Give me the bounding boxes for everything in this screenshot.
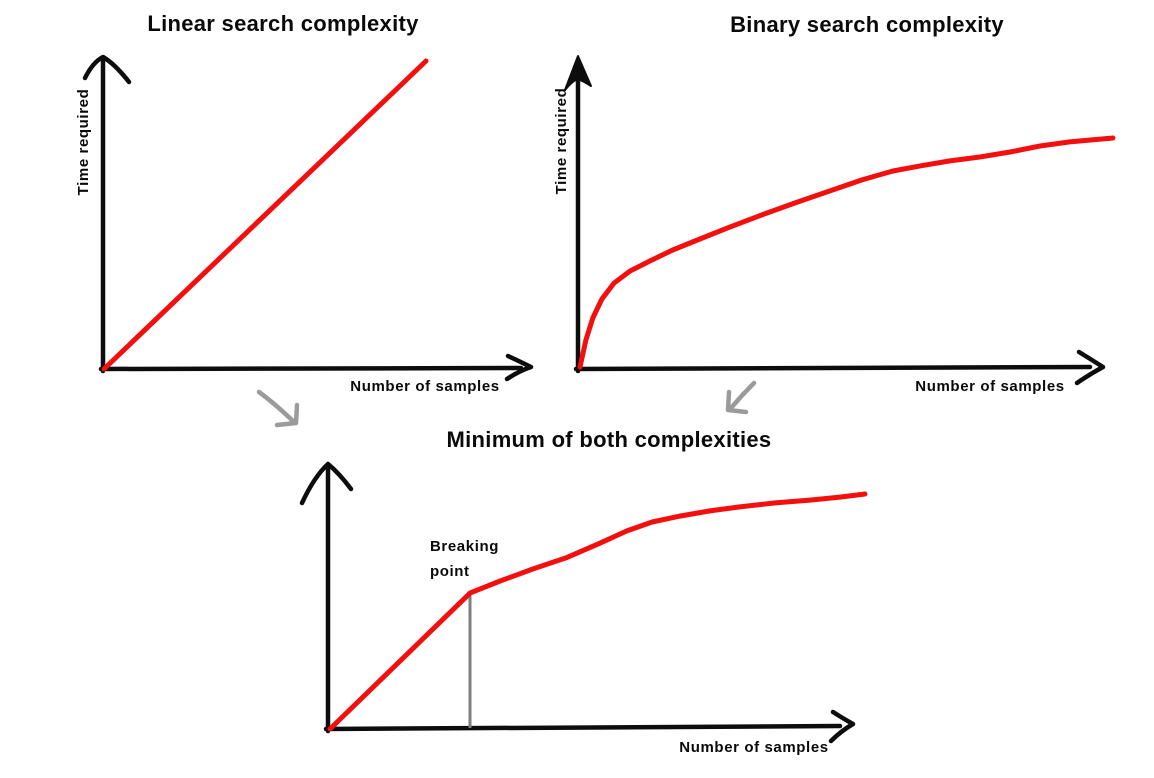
y-axis-label: Time required [553, 88, 570, 195]
linear-time-curve [101, 58, 429, 372]
x-axis-label: Number of samples [915, 378, 1064, 395]
down-left-arrowhead-icon [725, 389, 749, 415]
down-right-arrow-icon [256, 389, 296, 424]
down-right-arrowhead-icon [274, 402, 300, 428]
binary-time-curve [577, 135, 1116, 370]
breaking-point-label-line1: Breaking [430, 538, 499, 555]
y-axis-label: Time required [75, 89, 92, 196]
x-axis-arrow-icon [828, 709, 856, 744]
x-axis-label: Number of samples [679, 739, 828, 756]
x-axis [98, 365, 524, 372]
binary-search-chart: Binary search complexity Number of sampl… [553, 12, 1116, 395]
y-axis-arrow-icon [299, 461, 354, 506]
y-axis-arrow-icon [564, 55, 592, 91]
x-axis-arrow-icon [504, 353, 534, 382]
connector-arrows [256, 380, 757, 428]
chart-title: Minimum of both complexities [447, 427, 772, 452]
x-axis-arrow-icon [1074, 349, 1106, 386]
x-axis-label: Number of samples [350, 378, 499, 395]
down-left-arrow-icon [728, 380, 757, 411]
y-axis-arrow-icon [82, 54, 132, 85]
x-axis [573, 364, 1093, 372]
x-axis [323, 723, 843, 732]
chart-title: Binary search complexity [730, 12, 1004, 37]
minimum-complexity-chart: Minimum of both complexities Number of s… [299, 427, 868, 756]
chart-title: Linear search complexity [147, 11, 419, 36]
breaking-point-label-line2: point [430, 563, 470, 580]
minimum-time-curve [327, 491, 868, 732]
linear-search-chart: Linear search complexity Number of sampl… [75, 11, 534, 395]
